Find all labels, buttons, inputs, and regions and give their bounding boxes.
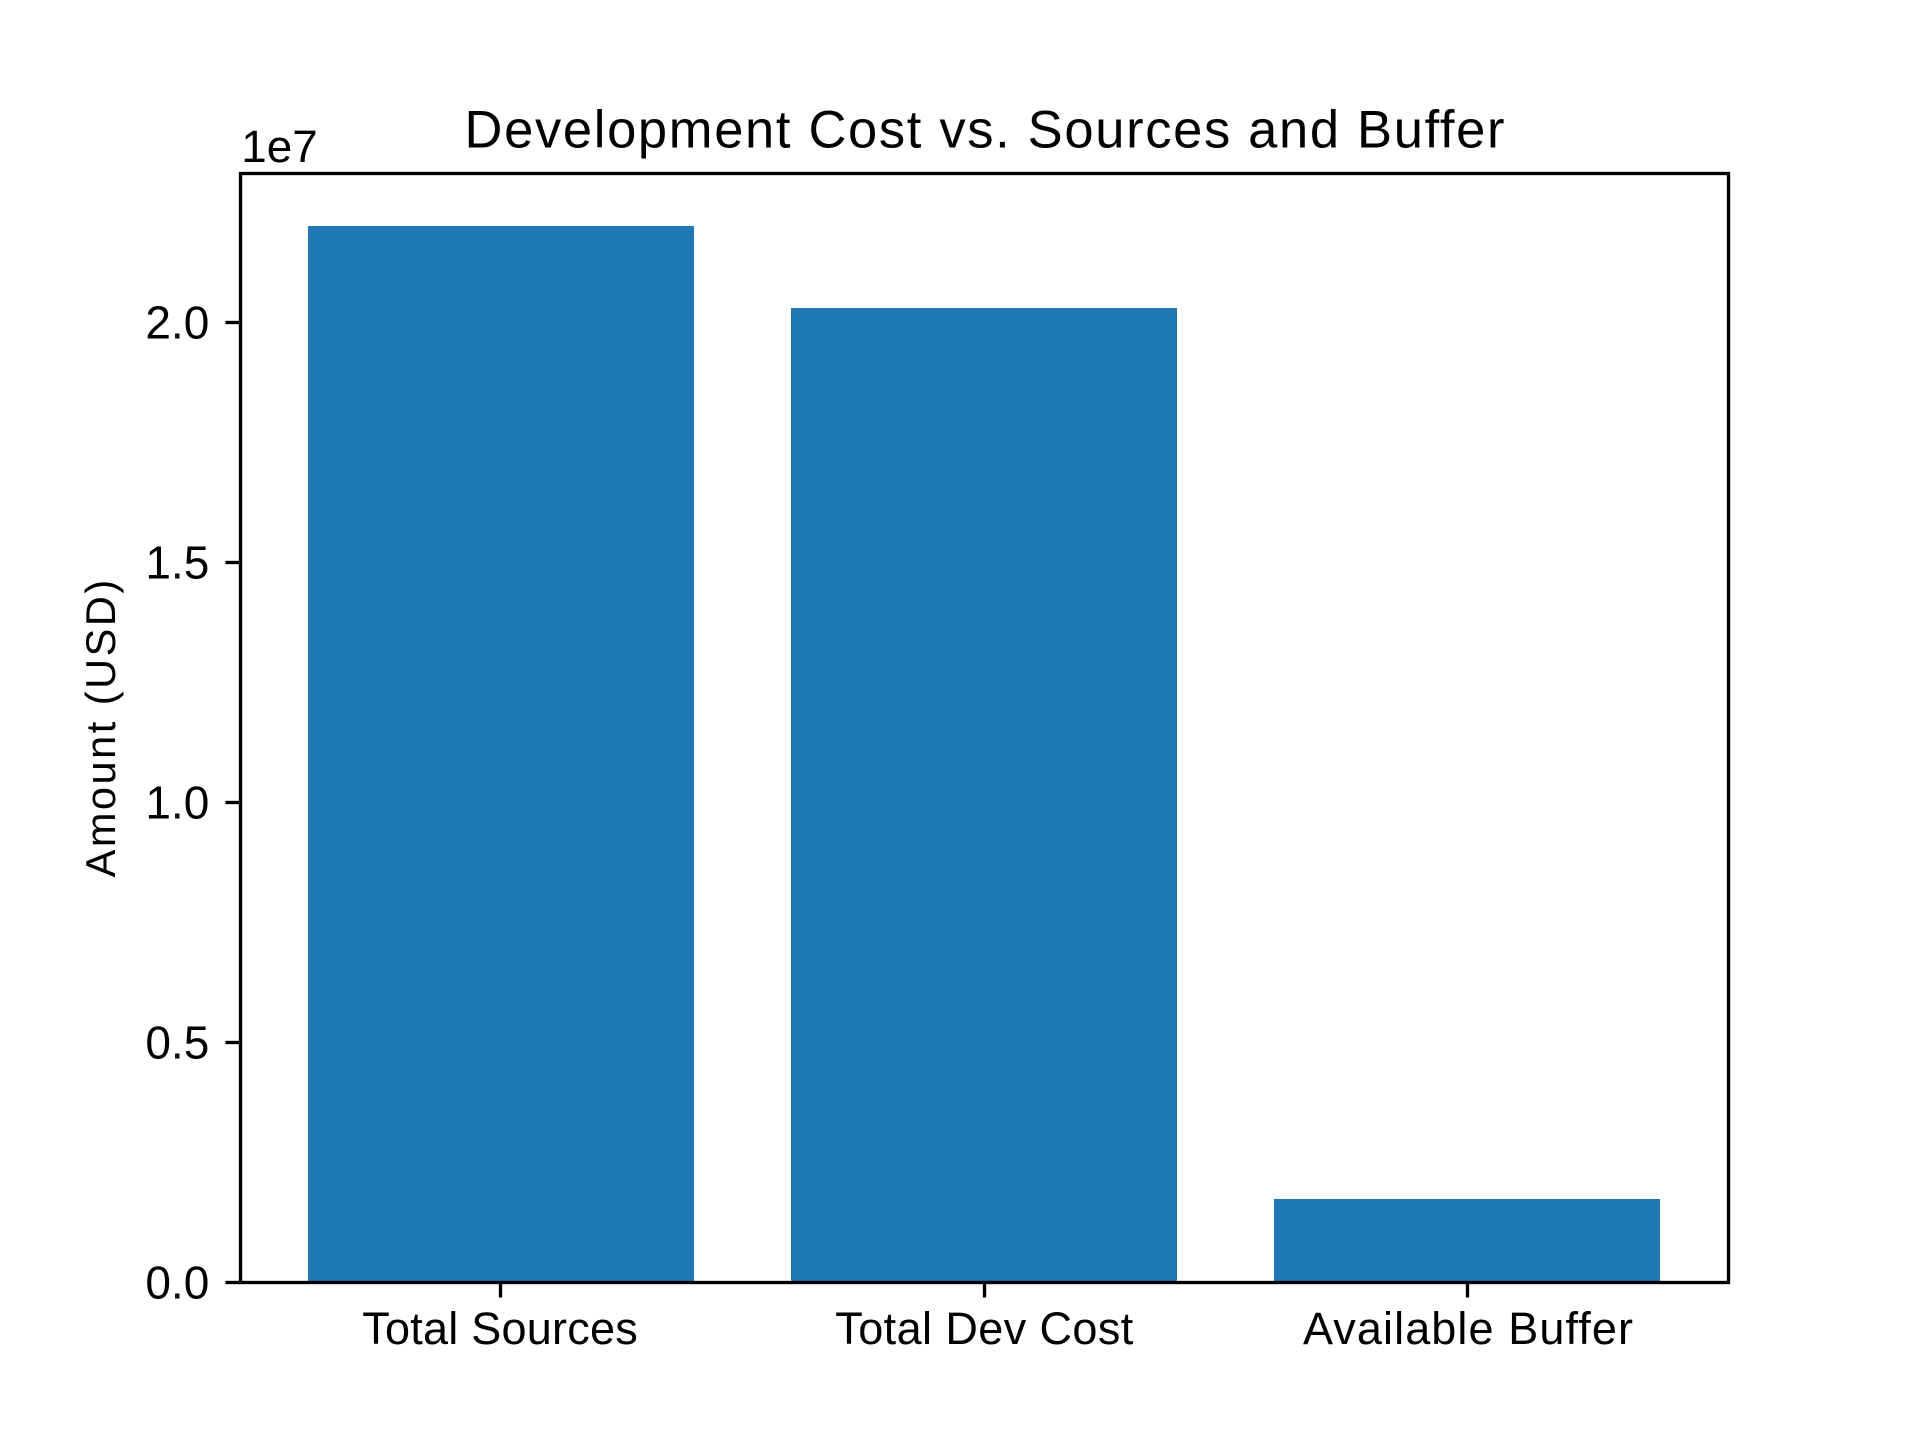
svg-text:2.0: 2.0 bbox=[145, 297, 209, 349]
svg-text:Development Cost vs. Sources a: Development Cost vs. Sources and Buffer bbox=[465, 101, 1505, 160]
svg-text:Total Dev Cost: Total Dev Cost bbox=[835, 1303, 1133, 1354]
svg-text:Available Buffer: Available Buffer bbox=[1303, 1303, 1633, 1354]
svg-text:Amount (USD): Amount (USD) bbox=[77, 580, 124, 878]
svg-text:1.0: 1.0 bbox=[145, 777, 209, 829]
svg-text:0.0: 0.0 bbox=[145, 1257, 209, 1309]
svg-text:1e7: 1e7 bbox=[241, 121, 317, 172]
svg-text:1.5: 1.5 bbox=[145, 537, 209, 589]
svg-text:0.5: 0.5 bbox=[145, 1017, 209, 1069]
svg-text:Total Sources: Total Sources bbox=[362, 1303, 638, 1354]
